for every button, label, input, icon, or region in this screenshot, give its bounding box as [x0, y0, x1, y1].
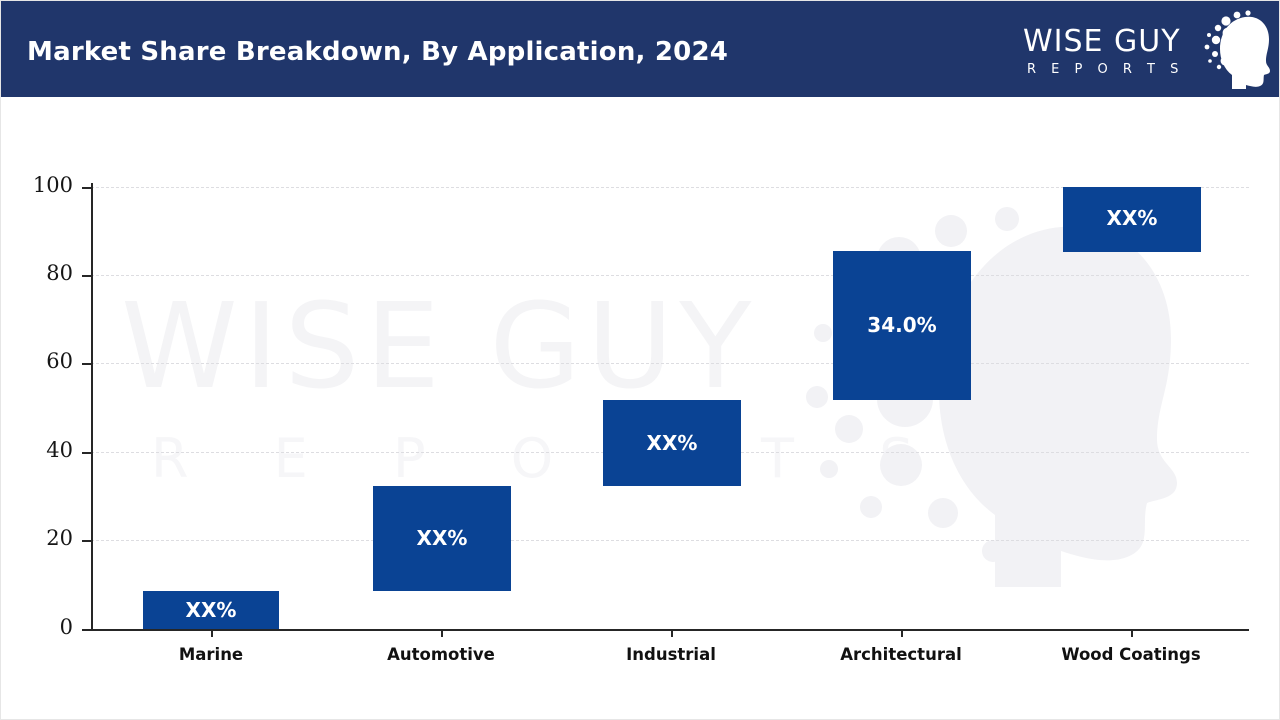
y-tick-label-20: 20: [46, 526, 73, 550]
svg-text:R E P O R T S: R E P O R T S: [1027, 62, 1184, 77]
y-tick-label-40: 40: [46, 438, 73, 462]
y-axis-line: [91, 183, 93, 631]
x-axis-line: [85, 629, 1249, 631]
x-tick-label-industrial: Industrial: [626, 645, 716, 664]
y-tick-mark-0: [82, 629, 91, 631]
x-tick-label-architectural: Architectural: [840, 645, 962, 664]
svg-text:WISE GUY: WISE GUY: [1023, 24, 1181, 59]
x-tick-mark-marine: [211, 629, 213, 637]
y-tick-mark-40: [82, 452, 91, 454]
bar-industrial[interactable]: [603, 400, 741, 486]
y-tick-label-60: 60: [46, 349, 73, 373]
y-tick-mark-60: [82, 363, 91, 365]
gridline-80: [91, 275, 1249, 276]
gridline-100: [91, 187, 1249, 188]
x-tick-mark-automotive: [441, 629, 443, 637]
bar-automotive[interactable]: [373, 486, 511, 591]
y-tick-mark-100: [82, 187, 91, 189]
x-tick-label-wood-coatings: Wood Coatings: [1061, 645, 1201, 664]
x-tick-mark-wood-coatings: [1131, 629, 1133, 637]
chart-region: WISE GUY R E P O R T S: [1, 97, 1279, 719]
x-tick-mark-architectural: [901, 629, 903, 637]
gridline-60: [91, 363, 1249, 364]
bar-marine[interactable]: [143, 591, 279, 629]
y-tick-label-100: 100: [32, 173, 73, 197]
wise-guy-reports-logo: WISE GUY R E P O R T S: [1013, 9, 1273, 89]
y-tick-label-0: 0: [59, 615, 73, 639]
bar-label-automotive: XX%: [416, 526, 468, 550]
page-title: Market Share Breakdown, By Application, …: [27, 37, 729, 67]
y-tick-mark-80: [82, 275, 91, 277]
bar-architectural[interactable]: [833, 251, 971, 400]
x-tick-label-automotive: Automotive: [387, 645, 495, 664]
bar-wood-coatings[interactable]: [1063, 187, 1201, 252]
bar-label-architectural: 34.0%: [867, 313, 937, 337]
page-header: Market Share Breakdown, By Application, …: [1, 1, 1279, 97]
y-tick-label-80: 80: [46, 261, 73, 285]
x-tick-mark-industrial: [671, 629, 673, 637]
x-tick-label-marine: Marine: [178, 645, 244, 664]
bar-label-industrial: XX%: [646, 431, 698, 455]
gridline-20: [91, 540, 1249, 541]
plot-area: 100 80 60 40 20 0 XX% XX% XX% 34.0% XX%: [33, 97, 1249, 719]
y-tick-mark-20: [82, 540, 91, 542]
bar-label-marine: XX%: [185, 598, 237, 622]
bar-label-wood-coatings: XX%: [1106, 206, 1158, 230]
